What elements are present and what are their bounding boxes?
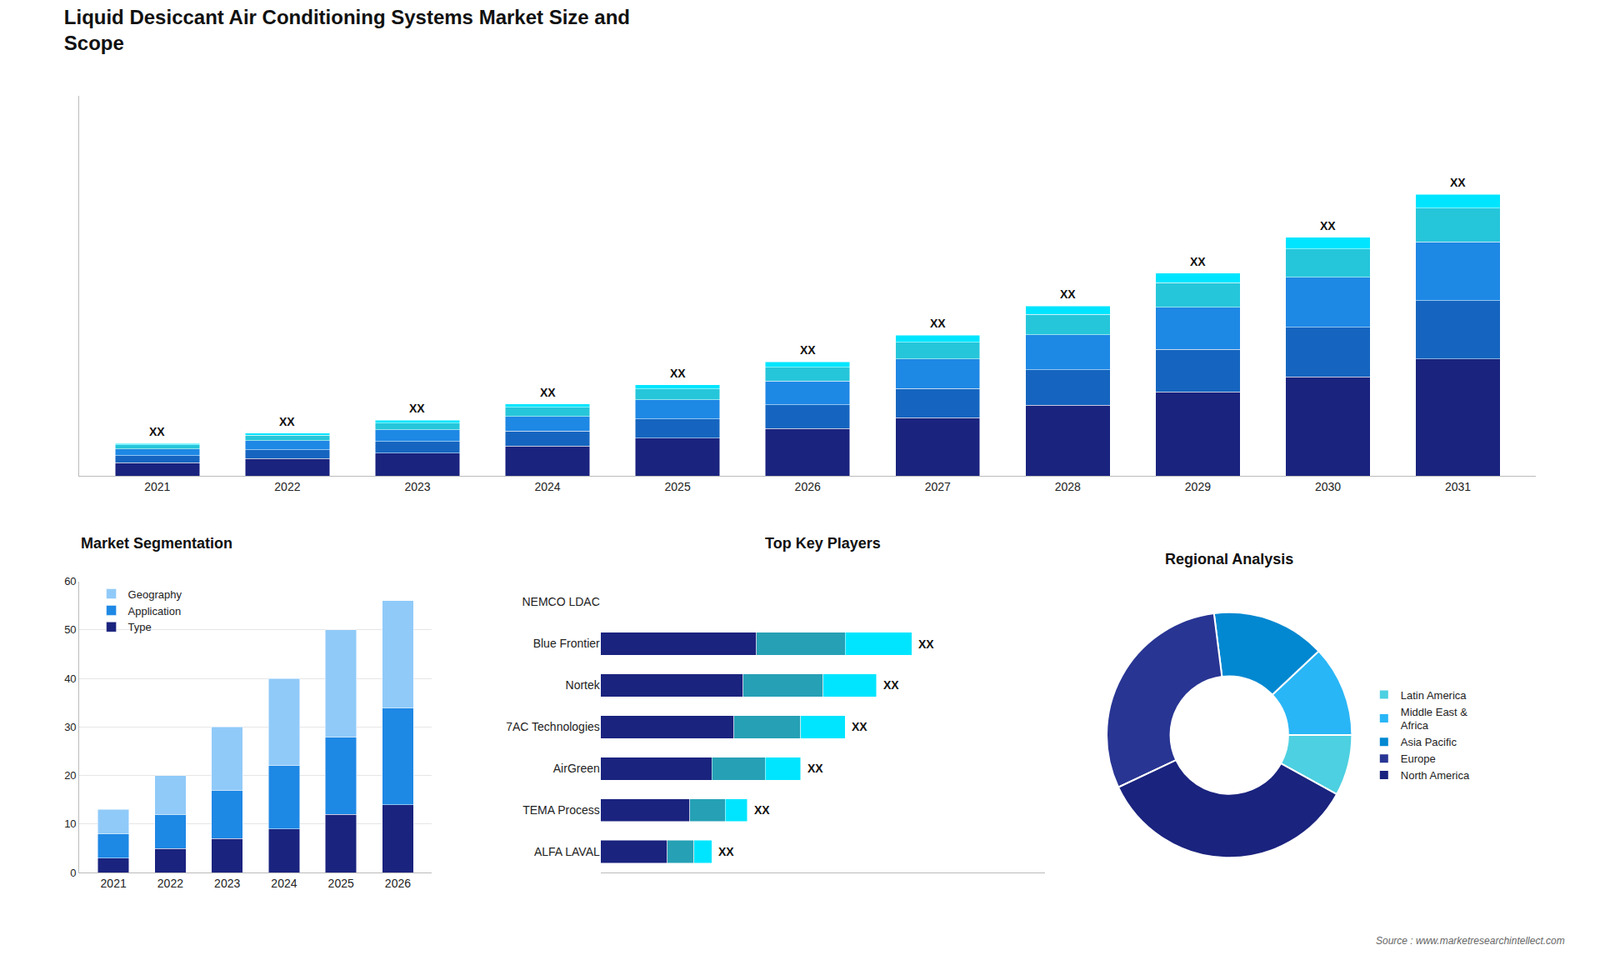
svg-text:50: 50 [64,623,76,636]
svg-text:XX: XX [279,415,295,429]
svg-text:XX: XX [1060,287,1076,301]
svg-text:60: 60 [64,575,76,588]
svg-text:2025: 2025 [328,876,355,890]
svg-text:2022: 2022 [157,876,184,890]
svg-text:XX: XX [149,425,165,439]
svg-text:Market Segmentation: Market Segmentation [80,535,233,552]
svg-text:20: 20 [64,769,76,782]
svg-text:XX: XX [851,720,868,734]
svg-text:2021: 2021 [144,480,170,494]
svg-text:2021: 2021 [100,876,127,890]
svg-text:2023: 2023 [404,480,430,494]
svg-text:Nortek: Nortek [565,678,601,692]
svg-text:40: 40 [64,672,76,685]
svg-text:Type: Type [128,620,152,634]
svg-text:XX: XX [883,678,900,692]
svg-text:Blue Frontier: Blue Frontier [533,636,600,650]
svg-text:North America: North America [1400,769,1470,782]
svg-text:Top Key Players: Top Key Players [765,535,881,552]
svg-text:XX: XX [718,845,735,859]
svg-text:Regional Analysis: Regional Analysis [1165,550,1294,568]
svg-text:XX: XX [1450,175,1466,190]
svg-text:2029: 2029 [1185,480,1211,494]
svg-text:Geography: Geography [128,588,183,601]
svg-text:TEMA Process: TEMA Process [522,803,600,817]
svg-text:Application: Application [128,605,182,618]
svg-text:Source : www.marketresearchint: Source : www.marketresearchintellect.com [1375,935,1565,947]
svg-text:AirGreen: AirGreen [553,761,600,775]
svg-text:Latin America: Latin America [1400,689,1468,702]
svg-text:7AC Technologies: 7AC Technologies [505,720,600,734]
svg-text:2028: 2028 [1055,480,1081,494]
svg-text:10: 10 [64,817,76,830]
svg-text:Liquid Desiccant Air Condition: Liquid Desiccant Air Conditioning System… [64,5,630,55]
svg-text:2027: 2027 [925,480,951,494]
svg-text:2022: 2022 [274,480,300,494]
svg-text:XX: XX [918,637,935,651]
svg-text:XX: XX [1320,219,1336,233]
svg-text:2026: 2026 [385,876,411,890]
svg-text:30: 30 [64,720,76,734]
svg-text:2030: 2030 [1315,480,1341,494]
svg-text:XX: XX [670,366,686,380]
svg-text:Europe: Europe [1400,752,1436,765]
svg-text:XX: XX [409,401,425,415]
svg-text:XX: XX [540,385,556,400]
svg-text:XX: XX [800,343,816,357]
svg-text:XX: XX [807,761,824,775]
svg-text:2025: 2025 [665,480,691,494]
svg-text:ALFA LAVAL: ALFA LAVAL [534,845,600,859]
svg-text:2031: 2031 [1445,480,1471,494]
svg-text:2026: 2026 [795,480,821,494]
svg-text:XX: XX [930,316,946,330]
svg-text:XX: XX [1190,255,1206,269]
svg-text:0: 0 [70,866,76,880]
svg-text:NEMCO LDAC: NEMCO LDAC [521,595,600,609]
svg-text:Middle East &Africa: Middle East &Africa [1400,705,1469,733]
svg-text:2024: 2024 [534,480,560,494]
svg-text:XX: XX [754,803,770,817]
svg-text:2024: 2024 [270,876,297,890]
svg-text:Asia Pacific: Asia Pacific [1400,735,1458,749]
svg-text:2023: 2023 [214,876,240,890]
